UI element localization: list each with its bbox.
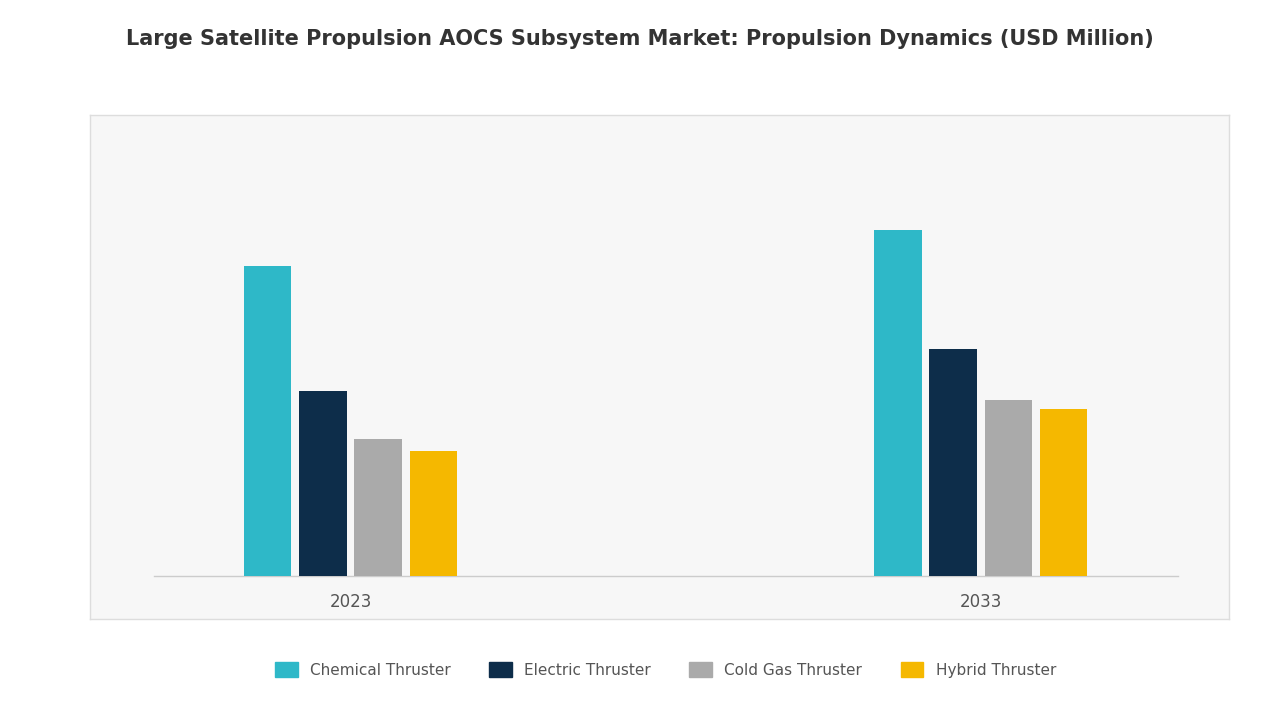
Bar — [300, 391, 347, 576]
Bar — [355, 438, 402, 576]
Bar — [874, 230, 922, 576]
Bar — [929, 349, 977, 576]
Bar — [244, 266, 292, 576]
Bar — [1039, 409, 1087, 576]
Bar — [410, 451, 457, 576]
Bar — [984, 400, 1032, 576]
Legend: Chemical Thruster, Electric Thruster, Cold Gas Thruster, Hybrid Thruster: Chemical Thruster, Electric Thruster, Co… — [268, 654, 1064, 685]
Text: Large Satellite Propulsion AOCS Subsystem Market: Propulsion Dynamics (USD Milli: Large Satellite Propulsion AOCS Subsyste… — [127, 29, 1153, 49]
